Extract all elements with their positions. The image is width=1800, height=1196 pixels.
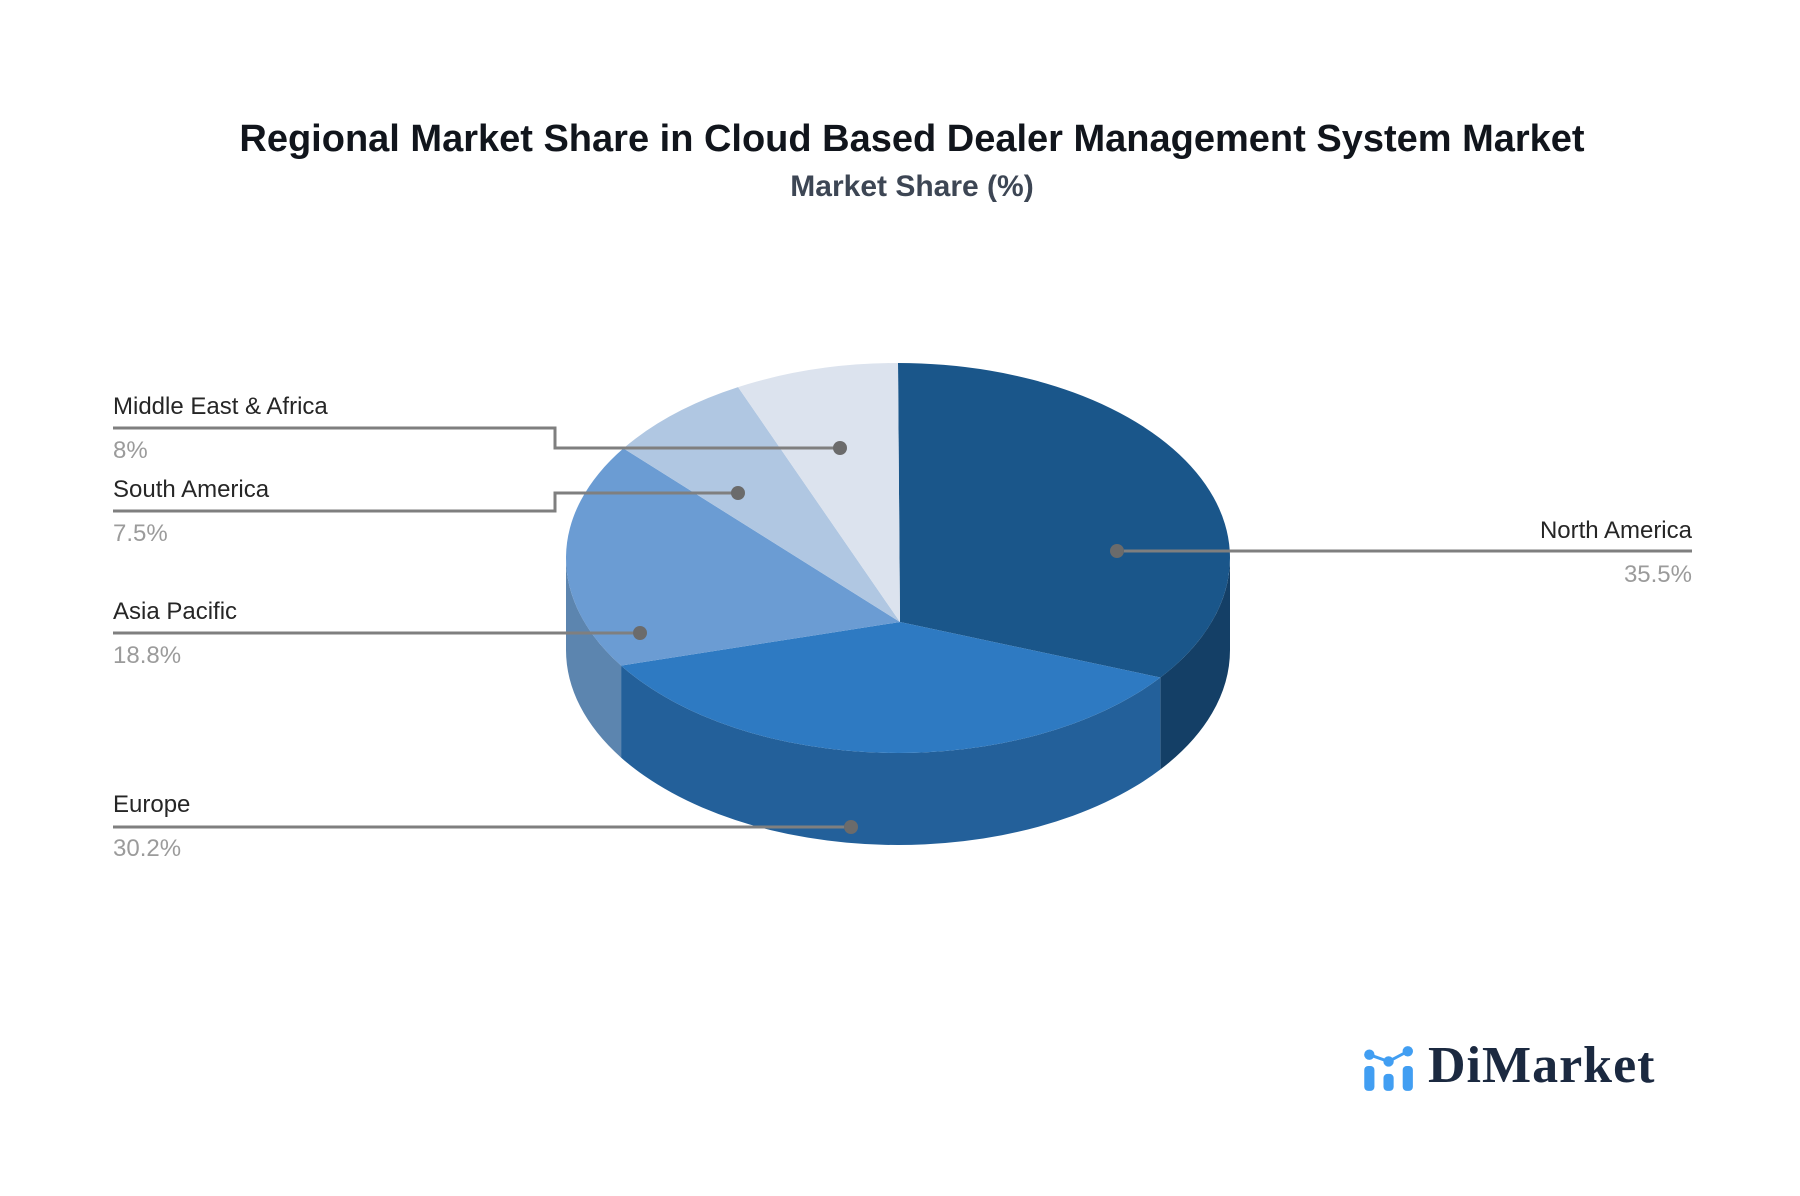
leader-line-middle-east-africa — [113, 426, 840, 450]
dimarket-logo: DiMarket — [1362, 1040, 1655, 1092]
pie-slice-europe-top[interactable] — [621, 622, 1161, 754]
pie-slice-asia-pacific-side — [566, 558, 622, 758]
leader-dot-north-america — [1110, 544, 1124, 558]
logo-bar-2 — [1383, 1073, 1394, 1091]
pie-slice-north-america-side — [1160, 558, 1230, 770]
slice-label-value: 18.8% — [113, 642, 182, 669]
slice-label-name: Middle East & Africa — [113, 393, 328, 420]
pie-slice-north-america-top[interactable] — [898, 363, 1230, 678]
slice-label-value: 35.5% — [1623, 561, 1692, 588]
slice-label-name: North America — [1539, 517, 1692, 544]
chart-title: Regional Market Share in Cloud Based Dea… — [239, 118, 1585, 160]
bar-line-chart-icon — [1364, 1046, 1413, 1091]
slice-label-name: Europe — [113, 791, 191, 818]
logo-trend-dot-3 — [1402, 1046, 1413, 1057]
leader-dot-europe — [844, 820, 858, 834]
slice-label-middle-east-africa: Middle East & Africa 8% — [113, 392, 328, 466]
logo-trend-dot-2 — [1383, 1056, 1394, 1067]
slice-label-north-america: North America 35.5% — [1540, 516, 1692, 590]
slice-label-asia-pacific: Asia Pacific 18.8% — [113, 597, 237, 671]
leader-line-south-america — [113, 491, 738, 513]
pie-slice-europe-side — [621, 665, 1161, 845]
leader-dot-south-america — [731, 486, 745, 500]
slice-label-value: 7.5% — [113, 520, 168, 547]
logo-bar-1 — [1364, 1066, 1375, 1091]
pie-slice-asia-pacific-top[interactable] — [566, 448, 900, 666]
slice-label-name: South America — [113, 476, 270, 503]
logo-trend-dot-1 — [1364, 1049, 1375, 1060]
pie-slice-south-america-top[interactable] — [623, 387, 900, 622]
logo-text: DiMarket — [1428, 1037, 1656, 1094]
slice-label-value: 8% — [113, 437, 148, 464]
slice-label-name: Asia Pacific — [113, 598, 238, 625]
slice-label-south-america: South America 7.5% — [113, 475, 269, 549]
leader-dot-asia-pacific — [633, 626, 647, 640]
logo-bar-3 — [1402, 1066, 1413, 1091]
slice-label-value: 30.2% — [113, 835, 182, 862]
chart-subtitle: Market Share (%) — [790, 170, 1034, 203]
leader-dot-middle-east-africa — [833, 441, 847, 455]
slice-label-europe: Europe 30.2% — [113, 790, 190, 864]
pie-slice-middle-east-africa-top[interactable] — [738, 363, 900, 622]
